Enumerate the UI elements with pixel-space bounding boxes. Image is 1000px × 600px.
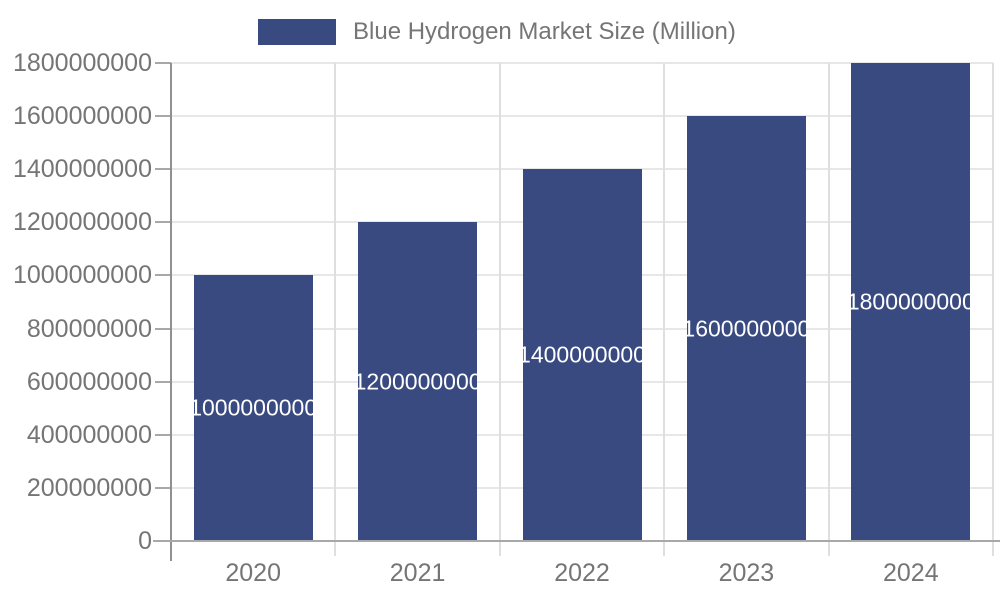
y-axis-tick <box>155 380 171 383</box>
bar: 1000000000 <box>193 275 313 541</box>
bar: 1400000000 <box>522 169 642 541</box>
y-axis-tick <box>155 62 171 64</box>
vertical-gridline <box>498 63 501 556</box>
legend-swatch <box>258 19 336 45</box>
vertical-gridline <box>992 63 994 556</box>
y-tick-label: 800000000 <box>26 314 152 343</box>
y-tick-label: 1000000000 <box>12 261 152 290</box>
bar-value-label: 1800000000 <box>851 288 971 315</box>
y-axis-tick <box>155 115 171 118</box>
bar: 1600000000 <box>686 116 806 541</box>
y-tick-label: 200000000 <box>26 473 152 502</box>
y-tick-label: 0 <box>138 527 152 555</box>
vertical-gridline <box>334 63 337 556</box>
chart-legend: Blue Hydrogen Market Size (Million) <box>258 19 736 45</box>
y-axis-tick <box>155 486 171 489</box>
x-tick-label: 2022 <box>554 559 610 587</box>
horizontal-gridline <box>171 115 993 118</box>
y-axis-tick <box>155 168 171 171</box>
y-tick-label: 1600000000 <box>12 102 152 131</box>
x-axis-line <box>153 540 1000 542</box>
y-tick-label: 1400000000 <box>12 155 152 184</box>
y-axis-tick <box>155 327 171 330</box>
y-tick-label: 1800000000 <box>12 49 152 77</box>
horizontal-gridline <box>171 62 993 64</box>
bar: 1800000000 <box>851 63 971 541</box>
bar-value-label: 1400000000 <box>522 341 642 368</box>
x-tick-label: 2024 <box>882 559 939 587</box>
y-axis-line <box>170 63 172 561</box>
x-tick-label: 2021 <box>389 559 446 587</box>
bar: 1200000000 <box>358 222 478 541</box>
x-tick-label: 2023 <box>718 559 775 587</box>
bar-value-label: 1000000000 <box>193 394 313 421</box>
y-tick-label: 400000000 <box>26 420 152 449</box>
x-tick-label: 2020 <box>225 559 281 587</box>
y-axis-tick <box>155 433 171 436</box>
vertical-gridline <box>663 63 666 556</box>
bar-value-label: 1200000000 <box>358 368 478 395</box>
legend-label: Blue Hydrogen Market Size (Million) <box>353 18 736 45</box>
y-tick-label: 600000000 <box>26 367 152 396</box>
bar-value-label: 1600000000 <box>686 315 806 342</box>
y-axis-tick <box>155 221 171 224</box>
y-tick-label: 1200000000 <box>12 208 152 237</box>
vertical-gridline <box>827 63 830 556</box>
y-axis-tick <box>155 274 171 277</box>
